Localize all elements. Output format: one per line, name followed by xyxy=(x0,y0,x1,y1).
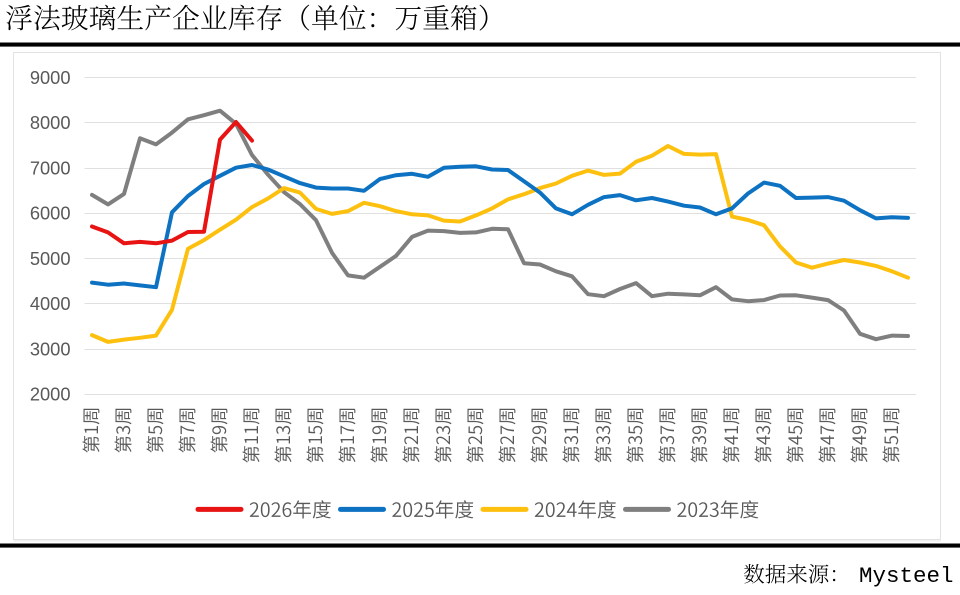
svg-text:7000: 7000 xyxy=(30,157,71,178)
svg-text:4000: 4000 xyxy=(30,293,71,314)
svg-text:9000: 9000 xyxy=(30,67,71,88)
svg-text:2000: 2000 xyxy=(30,384,71,405)
svg-text:3000: 3000 xyxy=(30,338,71,359)
svg-text:Mysteel: Mysteel xyxy=(859,563,954,589)
svg-text:8000: 8000 xyxy=(30,112,71,133)
svg-text:6000: 6000 xyxy=(30,203,71,224)
svg-text:5000: 5000 xyxy=(30,248,71,269)
